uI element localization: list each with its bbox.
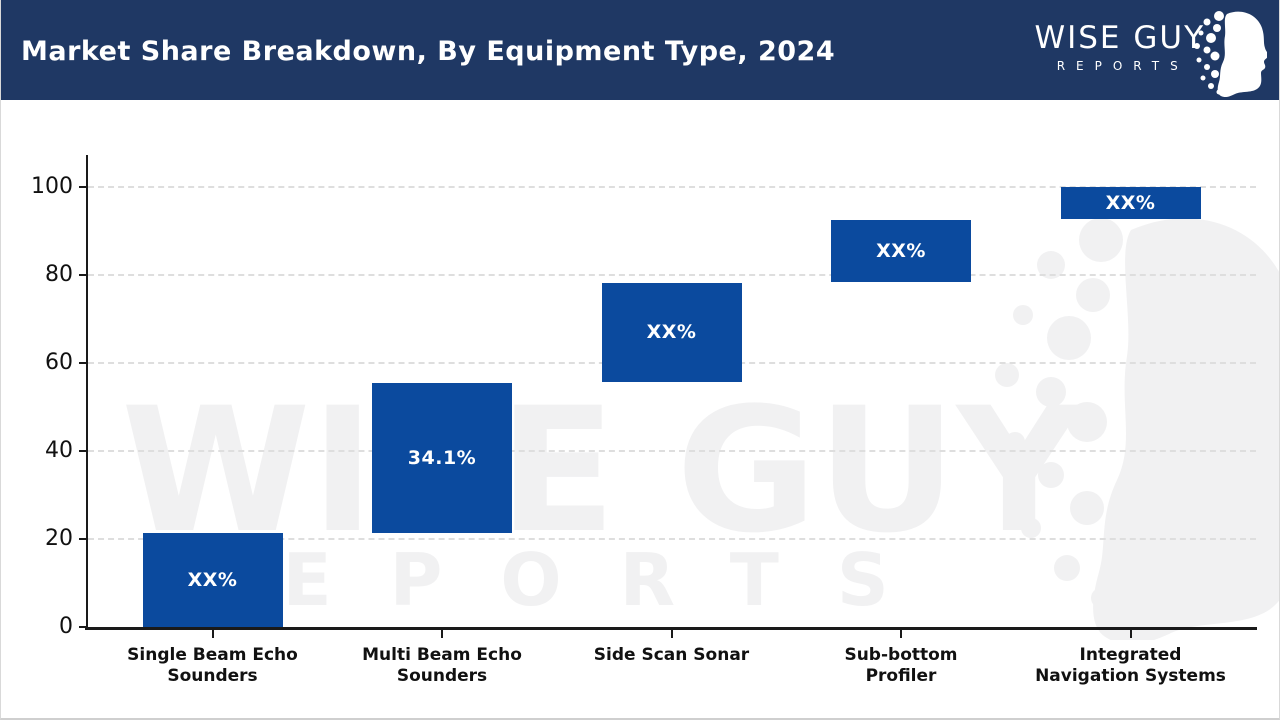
category-label-2: Multi Beam Echo Sounders bbox=[362, 645, 522, 686]
category-label-1: Single Beam Echo Sounders bbox=[127, 645, 298, 686]
logo-wordmark: WISE GUY bbox=[1034, 20, 1205, 56]
x-tick-mark-3 bbox=[670, 630, 673, 638]
logo-subtitle: REPORTS bbox=[1056, 59, 1189, 73]
y-tick-label-0: 0 bbox=[59, 614, 73, 639]
gridline-y-100 bbox=[88, 186, 1256, 188]
y-tick-label-100: 100 bbox=[31, 174, 73, 199]
y-tick-mark-80 bbox=[79, 274, 87, 276]
bar-value-label: XX% bbox=[646, 321, 697, 344]
header-bar: Market Share Breakdown, By Equipment Typ… bbox=[1, 0, 1279, 100]
y-tick-label-20: 20 bbox=[45, 526, 73, 551]
bar-1: XX% bbox=[142, 532, 283, 627]
watermark: WISE GUY REPORTS bbox=[1, 100, 1279, 717]
bar-value-label: XX% bbox=[1105, 192, 1156, 215]
wise-guy-logo: WISE GUY REPORTS bbox=[1034, 4, 1267, 98]
gridline-y-80 bbox=[88, 274, 1256, 276]
x-tick-mark-1 bbox=[211, 630, 214, 638]
x-tick-mark-5 bbox=[1129, 630, 1132, 638]
category-label-4: Sub-bottom Profiler bbox=[844, 645, 958, 686]
y-tick-mark-100 bbox=[79, 186, 87, 188]
logo-text: WISE GUY REPORTS bbox=[1034, 20, 1205, 73]
x-axis-line bbox=[85, 627, 1257, 630]
gridline-y-20 bbox=[88, 538, 1256, 540]
y-tick-mark-60 bbox=[79, 362, 87, 364]
y-tick-mark-0 bbox=[79, 626, 87, 628]
category-label-3: Side Scan Sonar bbox=[593, 645, 750, 665]
y-tick-label-80: 80 bbox=[45, 262, 73, 287]
bar-4: XX% bbox=[831, 220, 971, 283]
y-tick-mark-20 bbox=[79, 538, 87, 540]
bar-3: XX% bbox=[601, 282, 742, 382]
bar-value-label: XX% bbox=[187, 568, 238, 591]
y-axis-line bbox=[86, 155, 88, 630]
y-tick-label-40: 40 bbox=[45, 438, 73, 463]
bar-2: 34.1% bbox=[372, 382, 512, 533]
x-tick-mark-4 bbox=[900, 630, 902, 638]
bar-value-label: XX% bbox=[876, 240, 926, 263]
bar-value-label: 34.1% bbox=[407, 446, 477, 469]
y-tick-mark-40 bbox=[79, 450, 87, 452]
gridline-y-40 bbox=[88, 450, 1256, 452]
y-tick-label-60: 60 bbox=[45, 350, 73, 375]
page-title: Market Share Breakdown, By Equipment Typ… bbox=[21, 36, 836, 67]
category-label-5: Integrated Navigation Systems bbox=[1035, 645, 1226, 686]
x-tick-mark-2 bbox=[441, 630, 443, 638]
bar-5: XX% bbox=[1060, 187, 1201, 220]
logo-head-icon bbox=[1194, 11, 1267, 98]
watermark-subtitle: REPORTS bbox=[169, 538, 947, 622]
waterfall-chart: 0 20 40 60 80 100 XX% 34.1% XX% XX% XX% Single Be… bbox=[1, 100, 1279, 717]
watermark-head-icon bbox=[995, 218, 1279, 640]
